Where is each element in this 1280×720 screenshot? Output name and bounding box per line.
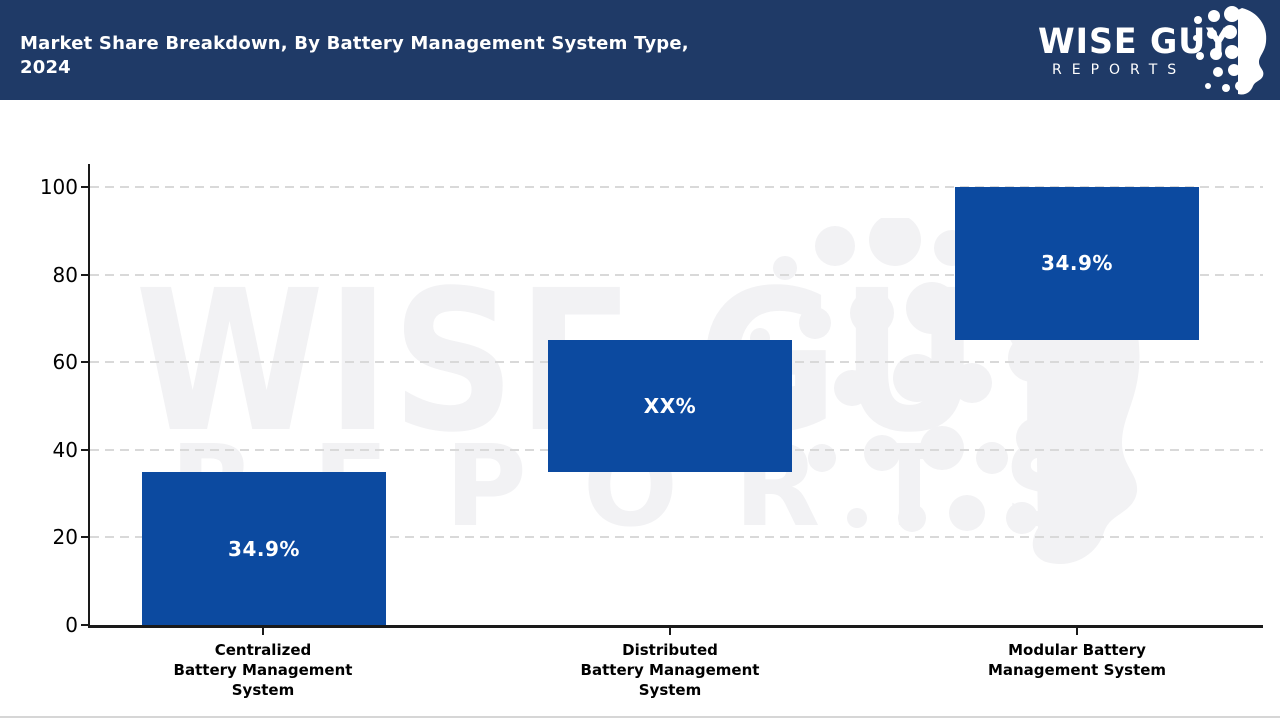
y-gridline [90, 273, 1263, 276]
logo-face-icon [1193, 6, 1267, 95]
y-tick-mark [81, 361, 88, 364]
bar-segment: XX% [548, 339, 792, 473]
x-axis-line [88, 625, 1263, 628]
bar-value-label: 34.9% [1041, 251, 1113, 276]
y-gridline [90, 536, 1263, 539]
bottom-border [0, 716, 1280, 718]
plot-area: WISE GUY REPORTS 02040608010034.9%Centra… [0, 100, 1280, 720]
x-tick-mark [669, 628, 671, 635]
x-category-label: Distributed Battery Management System [580, 641, 760, 699]
bar-segment: 34.9% [955, 187, 1199, 340]
y-tick-label: 80 [52, 262, 78, 287]
y-tick-label: 20 [52, 525, 78, 550]
wise-guy-reports-logo: WISE GUY REPORTS [1010, 0, 1270, 100]
bar-segment: 34.9% [142, 472, 386, 625]
bar-value-label: 34.9% [228, 536, 300, 561]
x-tick-mark [1076, 628, 1078, 635]
x-tick-mark [262, 628, 264, 635]
y-tick-mark [81, 186, 88, 188]
y-axis-line [88, 164, 90, 628]
y-tick-label: 60 [52, 350, 78, 375]
y-tick-mark [81, 448, 88, 451]
header-bar: Market Share Breakdown, By Battery Manag… [0, 0, 1280, 100]
x-category-label: Centralized Battery Management System [173, 641, 353, 699]
y-tick-label: 40 [52, 437, 78, 462]
x-category-label: Modular Battery Management System [987, 641, 1167, 679]
y-tick-mark [81, 273, 88, 276]
logo-subtitle: REPORTS [1052, 62, 1187, 78]
y-tick-label: 100 [39, 175, 78, 199]
y-gridline [90, 186, 1263, 188]
y-tick-label: 0 [65, 613, 78, 637]
chart-title: Market Share Breakdown, By Battery Manag… [20, 33, 689, 78]
watermark-face-icon [750, 218, 1140, 565]
y-tick-mark [81, 624, 88, 626]
bar-value-label: XX% [643, 393, 697, 418]
y-tick-mark [81, 536, 88, 539]
